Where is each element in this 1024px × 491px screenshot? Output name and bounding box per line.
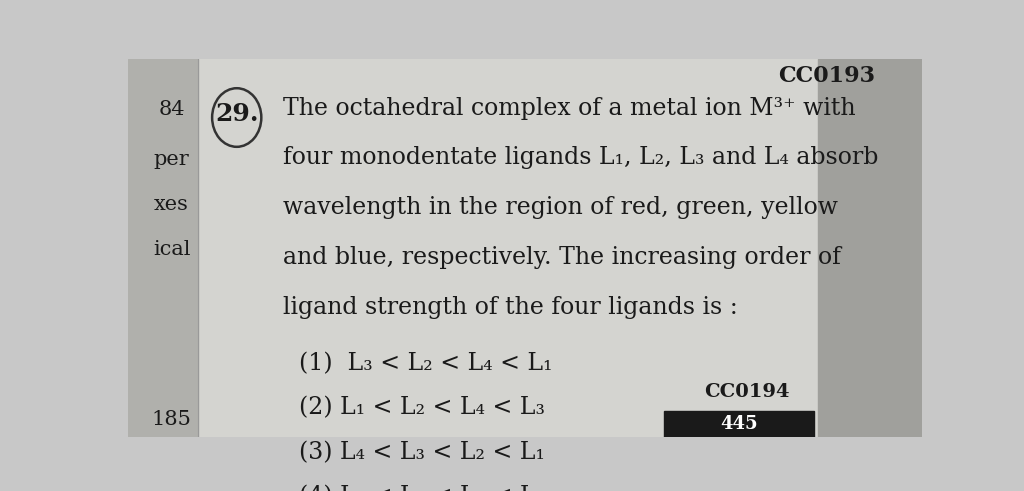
Bar: [128, 59, 198, 437]
Text: 29.: 29.: [215, 102, 258, 126]
Text: xes: xes: [155, 195, 189, 214]
Text: CC0194: CC0194: [705, 382, 790, 401]
Text: per: per: [154, 150, 189, 168]
Text: ical: ical: [153, 241, 190, 259]
Text: The octahedral complex of a metal ion M³⁺ with: The octahedral complex of a metal ion M³…: [283, 97, 855, 120]
Text: CC0193: CC0193: [778, 65, 874, 87]
Text: 185: 185: [152, 410, 191, 430]
Text: (1)  L₃ < L₂ < L₄ < L₁: (1) L₃ < L₂ < L₄ < L₁: [299, 352, 552, 375]
Text: 445: 445: [720, 415, 758, 433]
Bar: [818, 59, 922, 437]
Text: and blue, respectively. The increasing order of: and blue, respectively. The increasing o…: [283, 246, 841, 269]
Text: (4) L₁ < L₃ < L₂ < L₄: (4) L₁ < L₃ < L₂ < L₄: [299, 486, 545, 491]
Text: 84: 84: [159, 101, 185, 119]
Text: (3) L₄ < L₃ < L₂ < L₁: (3) L₄ < L₃ < L₂ < L₁: [299, 441, 545, 464]
Text: wavelength in the region of red, green, yellow: wavelength in the region of red, green, …: [283, 196, 838, 219]
Text: four monodentate ligands L₁, L₂, L₃ and L₄ absorb: four monodentate ligands L₁, L₂, L₃ and …: [283, 146, 879, 169]
Text: (2) L₁ < L₂ < L₄ < L₃: (2) L₁ < L₂ < L₄ < L₃: [299, 396, 545, 419]
Bar: [664, 410, 814, 437]
Text: ligand strength of the four ligands is :: ligand strength of the four ligands is :: [283, 296, 737, 319]
